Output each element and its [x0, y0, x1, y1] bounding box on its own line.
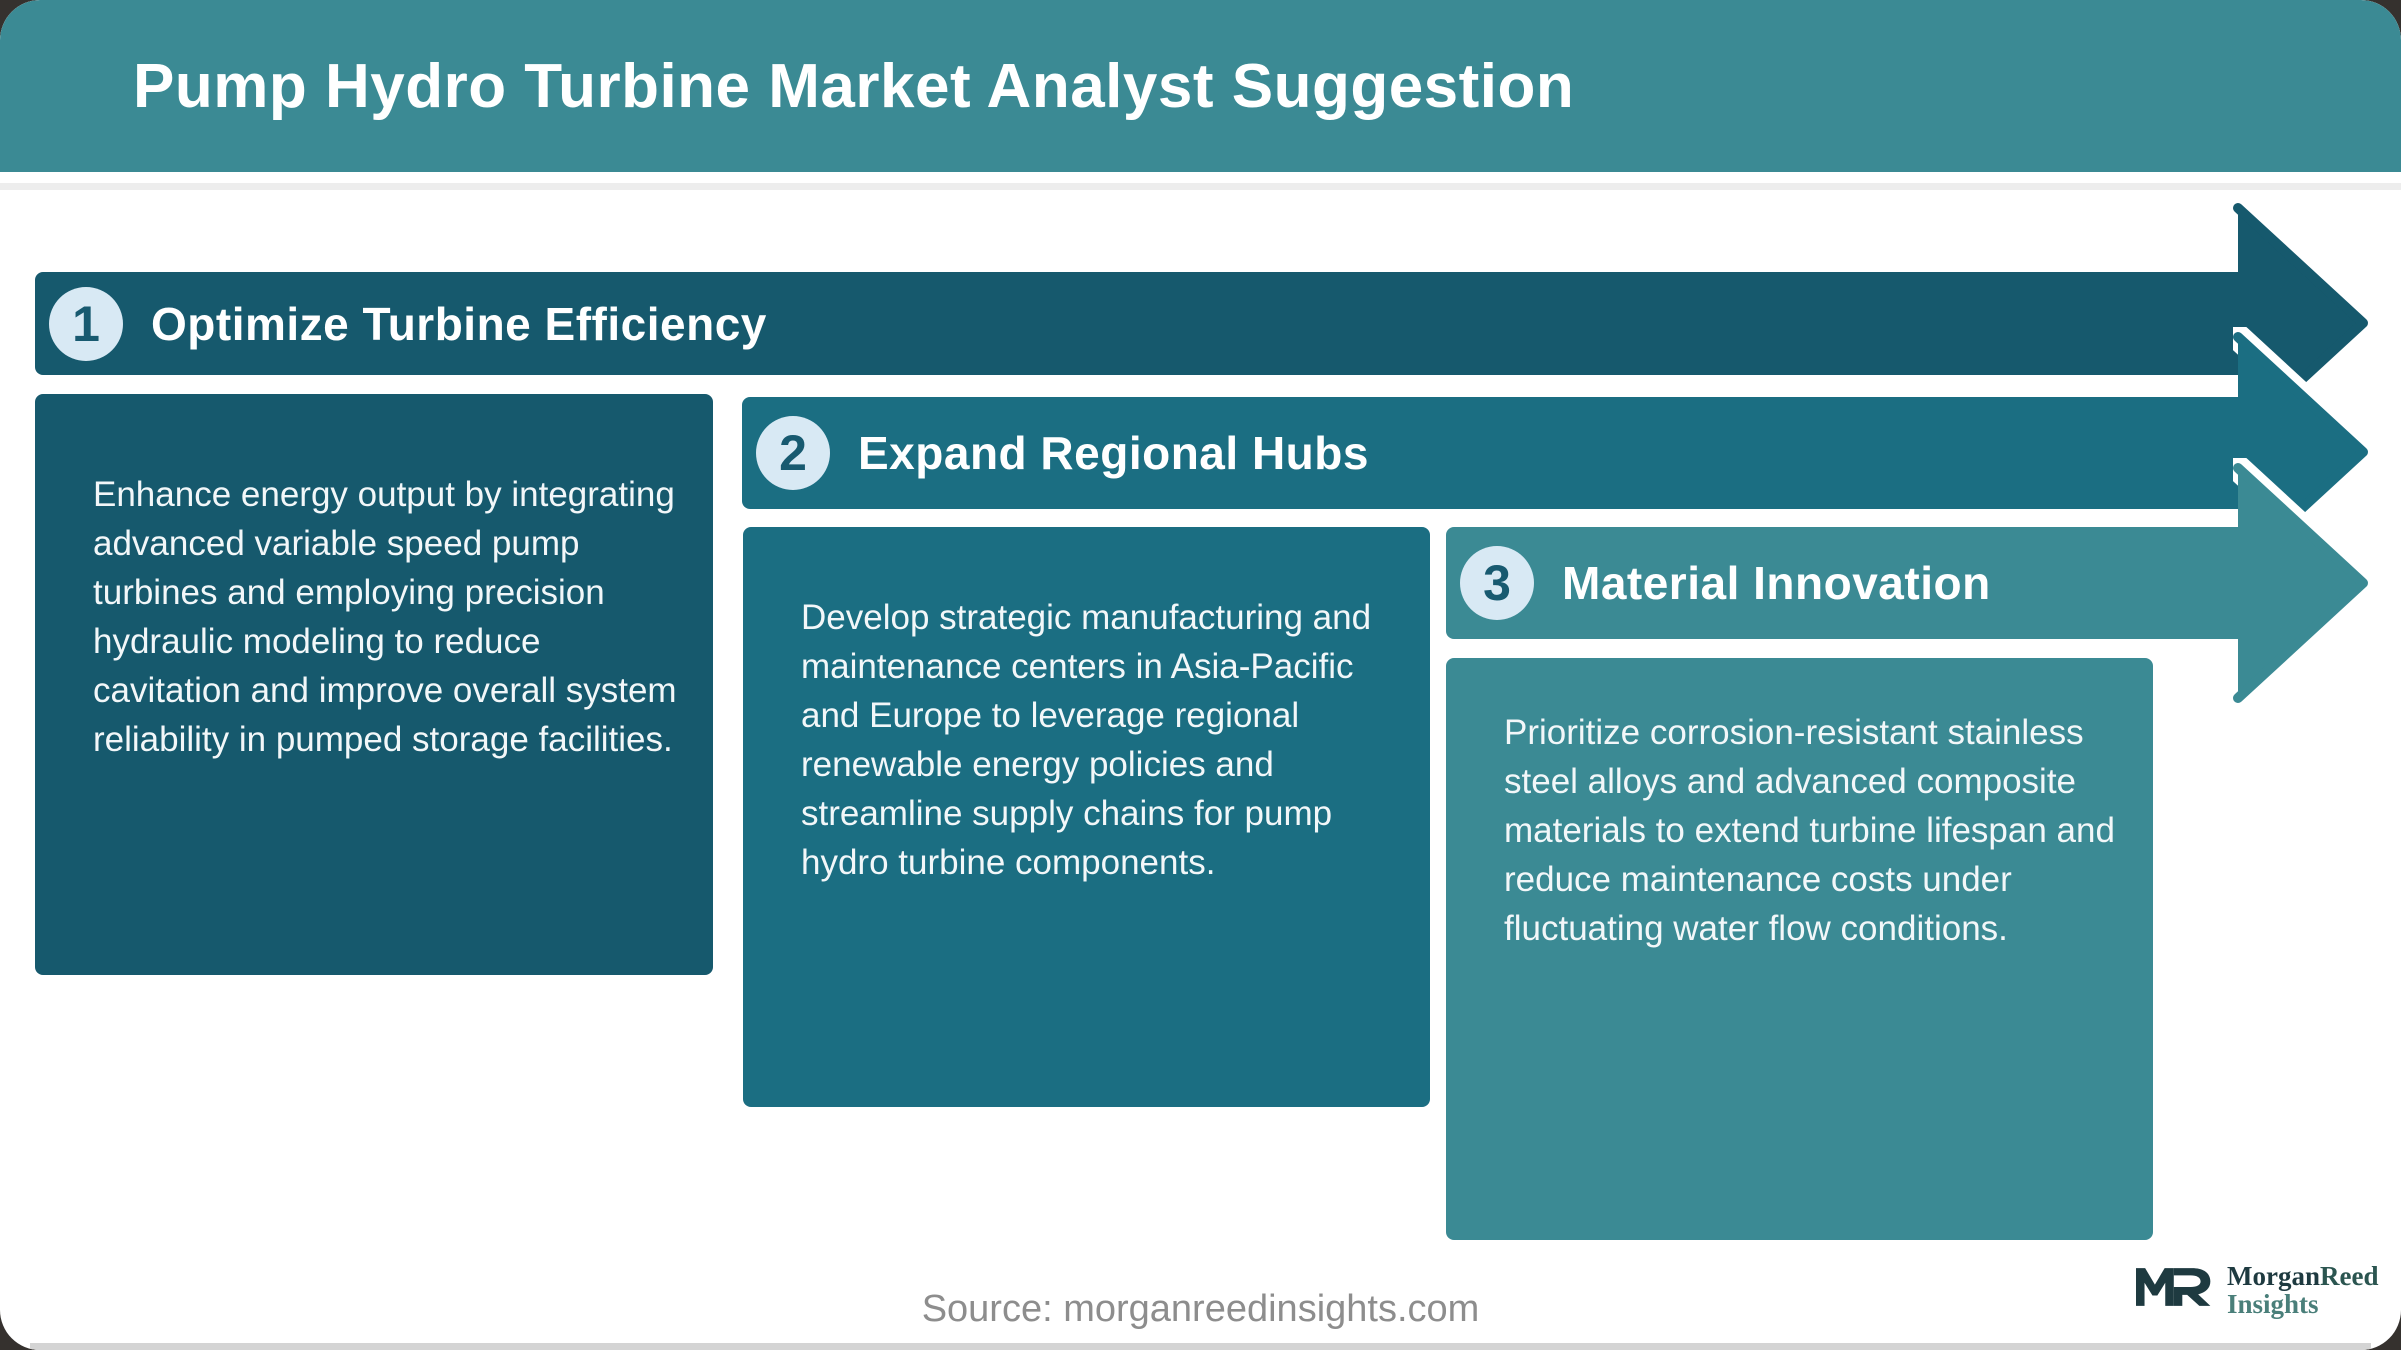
- step-2-bar: 2 Expand Regional Hubs: [742, 397, 2242, 509]
- logo-name-morgan: Morgan: [2227, 1261, 2320, 1291]
- mr-monogram-icon: [2136, 1268, 2211, 1306]
- step-2-number-badge: 2: [756, 416, 830, 490]
- step-1-number-badge: 1: [49, 286, 123, 361]
- step-2-description: Develop strategic manufacturing and main…: [801, 598, 1372, 882]
- header-divider: [0, 183, 2401, 190]
- step-2-title: Expand Regional Hubs: [858, 427, 1369, 479]
- step-3-number-badge: 3: [1460, 546, 1534, 620]
- logo-name-insights: Insights: [2227, 1289, 2319, 1319]
- bottom-border-line: [30, 1343, 2371, 1350]
- step-2-description-box: Develop strategic manufacturing and main…: [743, 527, 1430, 1107]
- arrow-head-icon: [2233, 458, 2373, 708]
- step-3-description-box: Prioritize corrosion-resistant stainless…: [1446, 658, 2153, 1240]
- source-attribution: Source: morganreedinsights.com: [921, 1288, 1480, 1330]
- step-3-description: Prioritize corrosion-resistant stainless…: [1504, 713, 2115, 948]
- morganreed-logo: MorganReed Insights: [2136, 1262, 2378, 1318]
- page-title: Pump Hydro Turbine Market Analyst Sugges…: [133, 51, 1575, 121]
- step-1-description-box: Enhance energy output by integrating adv…: [35, 394, 713, 975]
- step-1-bar: 1 Optimize Turbine Efficiency: [35, 272, 2242, 375]
- step-1-title: Optimize Turbine Efficiency: [151, 297, 767, 350]
- step-3-title: Material Innovation: [1562, 557, 1991, 609]
- logo-name-reed: Reed: [2319, 1261, 2379, 1291]
- header-bar: Pump Hydro Turbine Market Analyst Sugges…: [0, 0, 2401, 172]
- step-1-description: Enhance energy output by integrating adv…: [93, 475, 677, 759]
- logo-wordmark: MorganReed Insights: [2227, 1262, 2378, 1318]
- step-3-bar: 3 Material Innovation: [1446, 527, 2242, 639]
